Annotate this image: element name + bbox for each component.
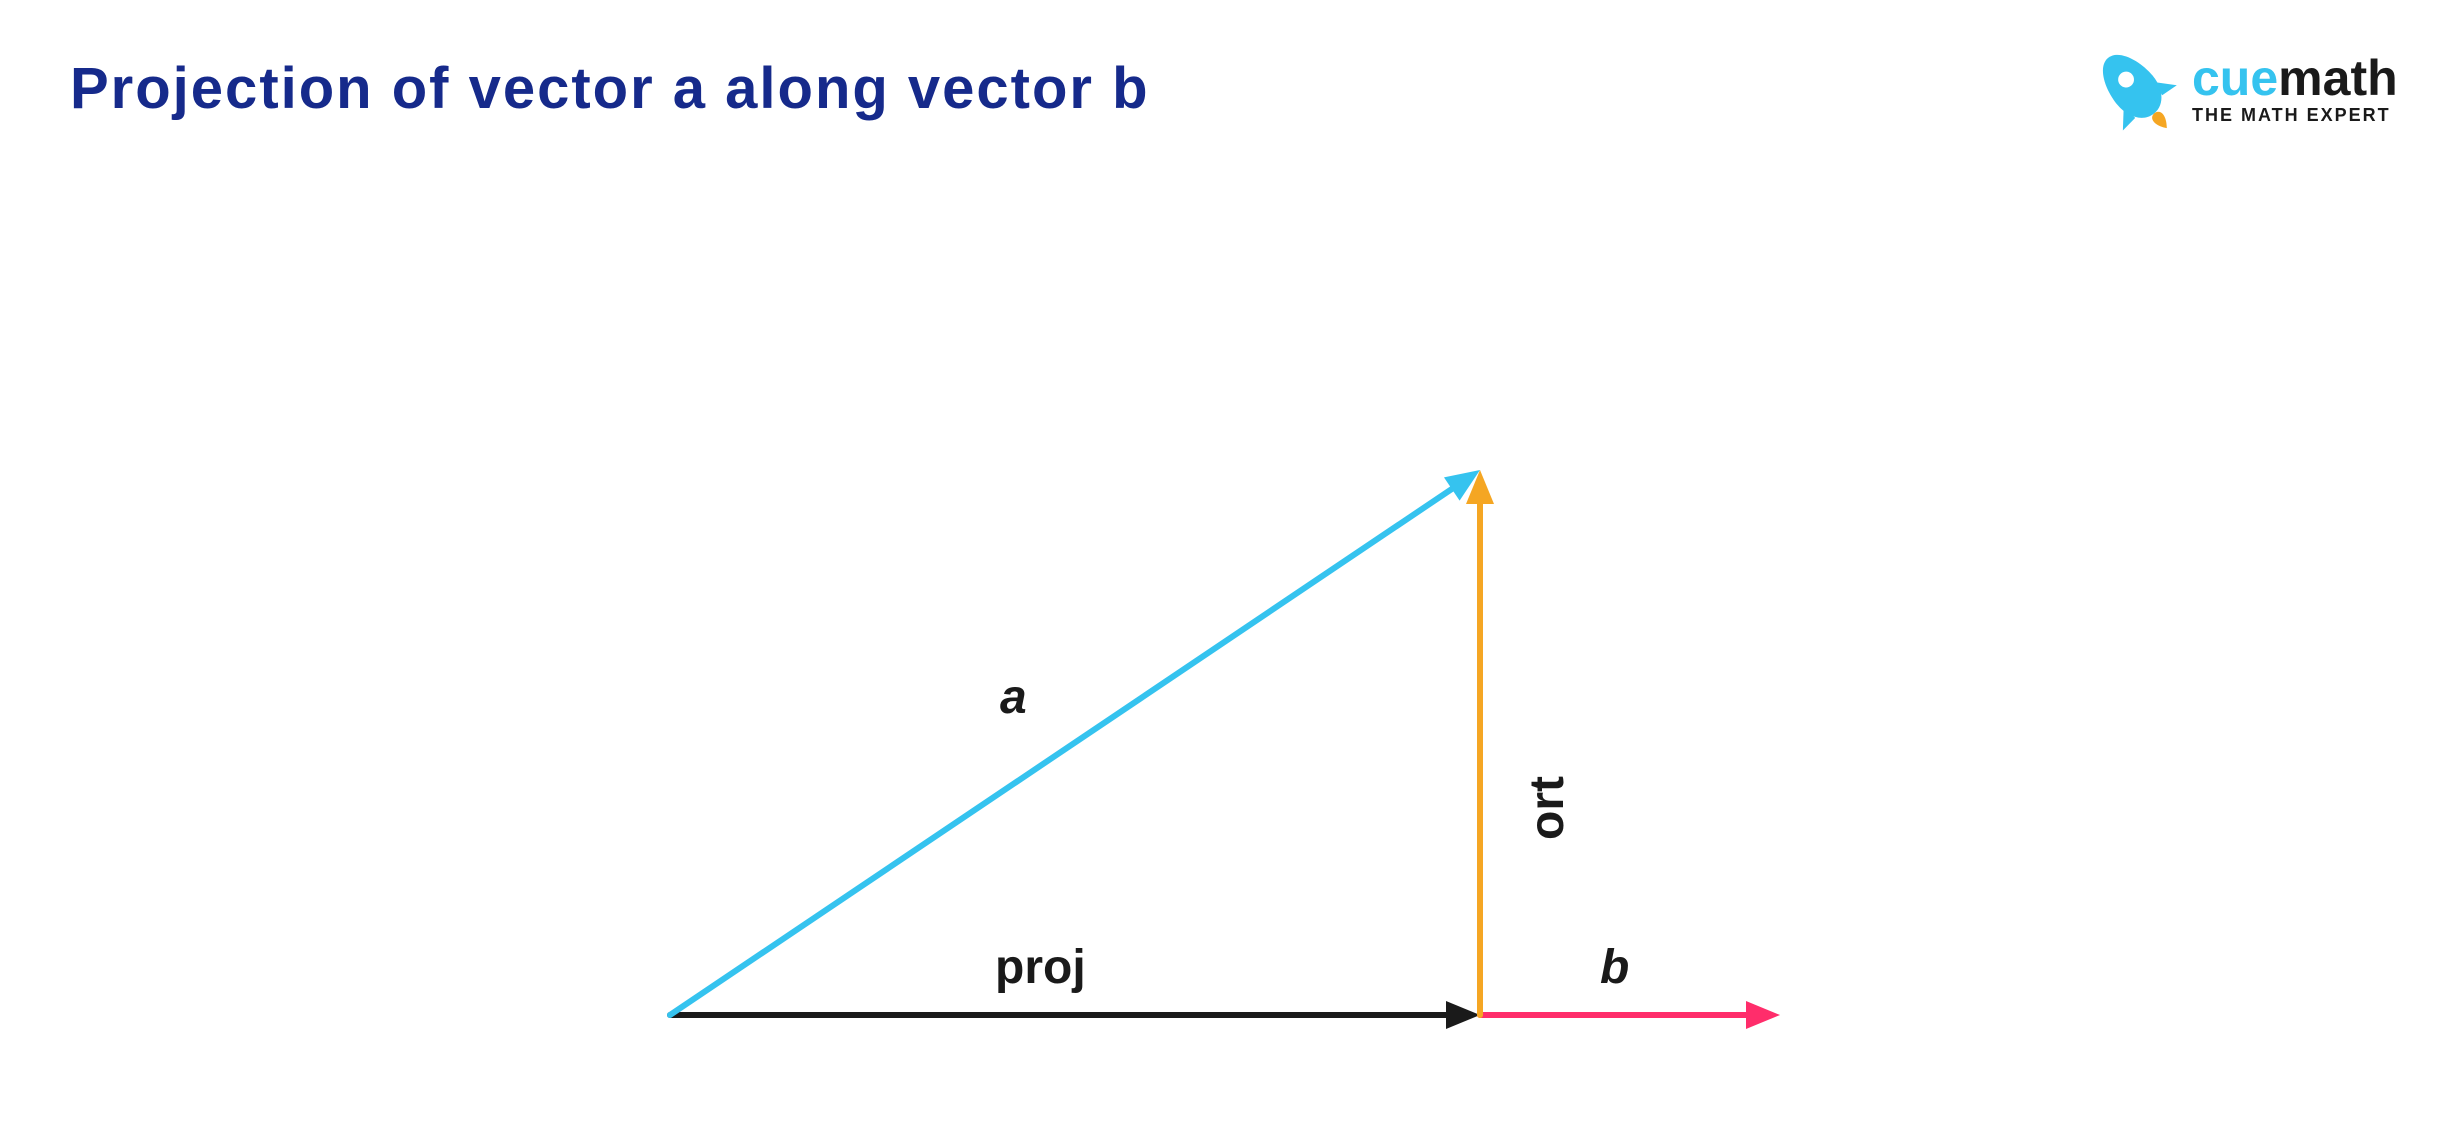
vector-a — [670, 470, 1480, 1015]
label-b: b — [1600, 940, 1629, 995]
projection-diagram — [0, 0, 2457, 1139]
vector-proj — [670, 1001, 1480, 1029]
vector-b — [1480, 1001, 1780, 1029]
label-ort: ort — [1520, 776, 1575, 840]
label-a: a — [1000, 670, 1027, 725]
vector-ort — [1466, 470, 1494, 1015]
label-proj: proj — [995, 940, 1086, 995]
